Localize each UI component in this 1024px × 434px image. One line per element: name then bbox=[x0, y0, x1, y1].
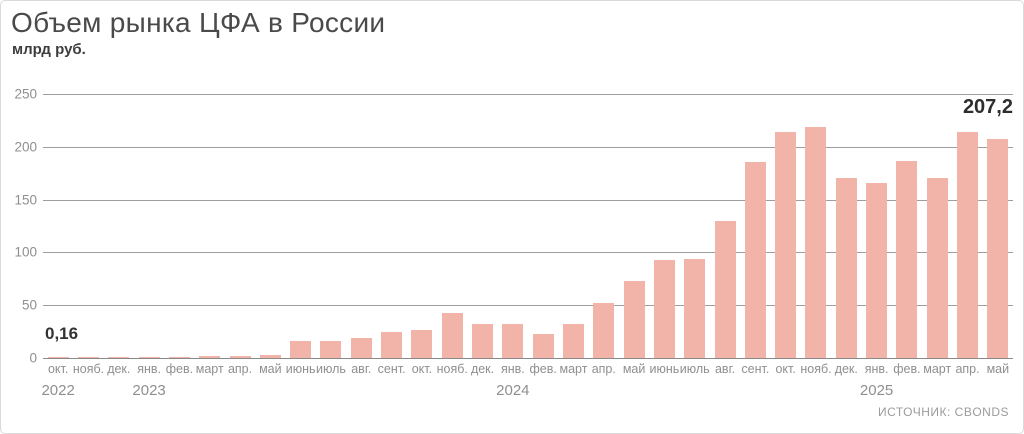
source-credit: ИСТОЧНИК: CBONDS bbox=[877, 405, 1009, 419]
bar bbox=[714, 220, 736, 358]
gridline bbox=[43, 305, 1013, 307]
x-tick-label: июль bbox=[316, 362, 346, 376]
x-tick-label: сент. bbox=[741, 362, 770, 376]
plot-area: 0 50 100 150 200 250 bbox=[14, 87, 1013, 366]
year-label: 2024 bbox=[496, 382, 530, 399]
bar bbox=[866, 182, 888, 358]
gridline bbox=[43, 199, 1013, 201]
x-tick-label: март bbox=[195, 362, 224, 376]
x-axis-month-labels: окт. нояб. дек. янв. фев. март апр. май июнь июль… bbox=[43, 362, 1013, 378]
y-tick-label: 250 bbox=[14, 86, 37, 102]
y-tick-label: 100 bbox=[14, 244, 37, 260]
x-tick-label: нояб. bbox=[800, 362, 832, 376]
x-tick-label: март bbox=[559, 362, 588, 376]
x-tick-label: май bbox=[986, 362, 1010, 376]
bar bbox=[290, 341, 312, 358]
x-tick-label: сент. bbox=[377, 362, 406, 376]
x-tick-label: окт. bbox=[47, 362, 69, 376]
bar bbox=[138, 356, 160, 358]
bar bbox=[320, 341, 342, 358]
x-tick-label: авг. bbox=[714, 362, 736, 376]
bar bbox=[259, 355, 281, 358]
bar bbox=[502, 324, 524, 358]
x-tick-label: июнь bbox=[285, 362, 316, 376]
bar bbox=[168, 356, 190, 358]
x-tick-label: янв. bbox=[500, 362, 525, 376]
gridline bbox=[43, 146, 1013, 148]
bar bbox=[381, 331, 403, 358]
x-tick-label: май bbox=[259, 362, 282, 376]
year-label: 2023 bbox=[132, 382, 166, 399]
x-tick-label: нояб. bbox=[72, 362, 105, 376]
x-tick-label: дек. bbox=[470, 362, 495, 376]
chart-units-label: млрд руб. bbox=[12, 41, 86, 58]
y-tick-label: 0 bbox=[29, 350, 37, 366]
y-tick-label: 150 bbox=[14, 192, 37, 208]
bar bbox=[684, 258, 706, 358]
bar bbox=[350, 337, 372, 358]
x-tick-label: янв. bbox=[137, 362, 161, 376]
bar bbox=[199, 356, 221, 358]
x-tick-label: авг. bbox=[351, 362, 372, 376]
bar bbox=[926, 178, 948, 358]
x-tick-label: дек. bbox=[834, 362, 858, 376]
y-tick-label: 50 bbox=[21, 297, 37, 313]
chart-title: Объем рынка ЦФА в России bbox=[11, 7, 386, 38]
x-tick-label: дек. bbox=[107, 362, 131, 376]
x-tick-label: окт. bbox=[411, 362, 433, 376]
x-tick-label: апр. bbox=[227, 362, 253, 376]
x-axis-baseline bbox=[43, 358, 1013, 359]
bar bbox=[108, 356, 130, 358]
bar bbox=[957, 132, 979, 358]
x-tick-label: март bbox=[923, 362, 952, 376]
bar bbox=[805, 126, 827, 358]
bar bbox=[562, 324, 584, 358]
bar bbox=[47, 357, 69, 358]
year-label: 2022 bbox=[41, 382, 75, 399]
bar bbox=[896, 160, 918, 358]
bar bbox=[229, 355, 251, 358]
bar bbox=[653, 259, 675, 358]
first-bar-value-label: 0,16 bbox=[45, 324, 79, 343]
x-tick-label: июнь bbox=[649, 362, 680, 376]
x-tick-label: май bbox=[622, 362, 646, 376]
x-tick-label: фев. bbox=[529, 362, 557, 376]
x-tick-label: апр. bbox=[955, 362, 980, 376]
bar bbox=[623, 280, 645, 358]
bar bbox=[411, 329, 433, 358]
last-bar-value-label: 207,2 bbox=[962, 96, 1013, 118]
x-tick-label: нояб. bbox=[436, 362, 468, 376]
y-tick-label: 200 bbox=[14, 139, 37, 155]
bar bbox=[744, 161, 766, 358]
bar bbox=[775, 132, 797, 358]
gridline bbox=[43, 94, 1013, 95]
x-tick-label: фев. bbox=[165, 362, 194, 376]
x-tick-label: окт. bbox=[775, 362, 796, 376]
x-axis-year-labels: 2022 2023 2024 2025 bbox=[41, 382, 1013, 400]
bar bbox=[593, 303, 615, 358]
gridline bbox=[43, 252, 1013, 254]
x-tick-label: апр. bbox=[591, 362, 616, 376]
bar bbox=[532, 333, 554, 358]
year-label: 2025 bbox=[859, 382, 894, 399]
x-tick-label: янв. bbox=[864, 362, 889, 376]
x-tick-label: фев. bbox=[893, 362, 921, 376]
bar bbox=[987, 139, 1009, 358]
bar bbox=[472, 324, 494, 358]
bar bbox=[835, 178, 857, 358]
bar bbox=[441, 312, 463, 358]
x-tick-label: июль bbox=[679, 362, 710, 376]
bar bbox=[77, 356, 99, 358]
